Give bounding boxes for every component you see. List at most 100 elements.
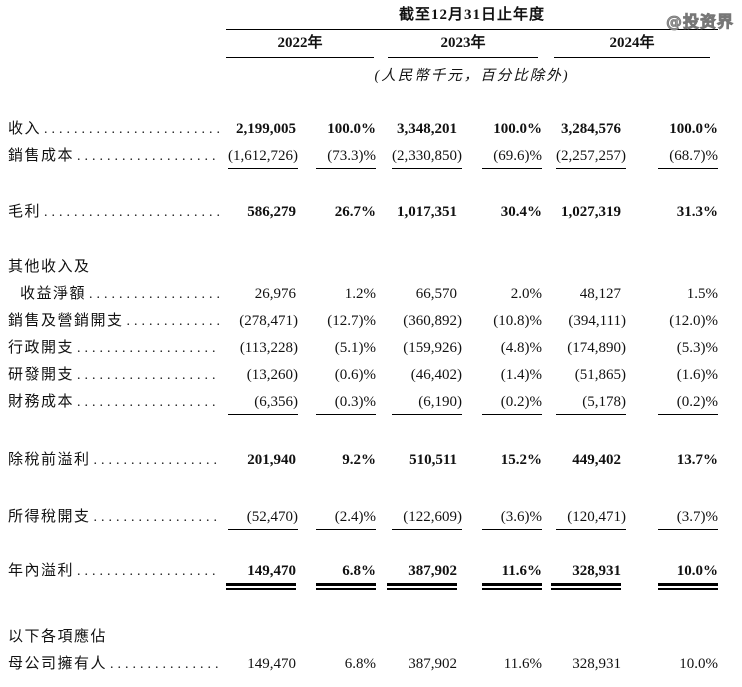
year-2023: 2023年 <box>388 30 538 58</box>
row-label: 銷售成本 <box>8 148 75 164</box>
cell-percent: (5.1)% <box>334 340 376 356</box>
cell-value: 26,976 <box>254 286 296 302</box>
cell-percent: (68.7)% <box>658 147 719 169</box>
cell-value: (278,471) <box>239 313 298 329</box>
cell-value: (1,612,726) <box>228 147 298 169</box>
period-header-row: 截至12月31日止年度 <box>8 6 719 30</box>
row-profit-before-tax: 除稅前溢利 201,940 9.2% 510,511 15.2% 449,402… <box>8 447 718 474</box>
row-label: 收入 <box>8 121 42 137</box>
cell-percent: 11.6% <box>503 656 542 672</box>
dot-leader <box>77 562 220 581</box>
cell-value: (174,890) <box>567 340 626 356</box>
cell-percent: 10.0% <box>658 562 719 590</box>
unit-note: (人民幣千元，百分比除外) <box>374 68 570 84</box>
row-label: 研發開支 <box>8 367 75 383</box>
dot-leader <box>94 508 220 527</box>
watermark: @投资界 <box>665 12 734 32</box>
cell-percent: 2.0% <box>510 286 542 302</box>
row-attributable-label: 以下各項應佔 <box>8 624 718 651</box>
row-other-income-label: 其他收入及 <box>8 254 718 281</box>
cell-value: 201,940 <box>247 452 296 468</box>
row-owners-of-parent: 母公司擁有人 149,470 6.8% 387,902 11.6% 328,93… <box>8 651 718 678</box>
cell-value: (2,330,850) <box>392 147 462 169</box>
year-2024: 2024年 <box>554 30 711 58</box>
cell-value: (51,865) <box>574 367 626 383</box>
income-statement-table: 截至12月31日止年度 2022年 2023年 2024年 (人民幣千元，百分比… <box>8 6 719 678</box>
row-finance-costs: 財務成本 (6,356) (0.3)% (6,190) (0.2)% (5,17… <box>8 389 719 419</box>
cell-percent: (3.7)% <box>658 508 719 530</box>
cell-percent: 6.8% <box>344 656 376 672</box>
cell-value: (159,926) <box>403 340 462 356</box>
cell-percent: 100.0% <box>327 121 376 137</box>
cell-percent: 100.0% <box>493 121 542 137</box>
cell-percent: (0.6)% <box>334 367 376 383</box>
cell-percent: 1.2% <box>344 286 376 302</box>
row-selling-marketing-expenses: 銷售及營銷開支 (278,471) (12.7)% (360,892) (10.… <box>8 308 718 335</box>
cell-percent: (69.6)% <box>482 147 542 169</box>
dot-leader <box>89 285 220 304</box>
dot-leader <box>77 366 220 385</box>
cell-percent: 26.7% <box>334 204 376 220</box>
row-label: 年內溢利 <box>8 563 75 579</box>
cell-percent: (5.3)% <box>676 340 719 356</box>
cell-percent: 100.0% <box>669 121 719 137</box>
dot-leader <box>77 147 220 166</box>
year-header-row: 2022年 2023年 2024年 <box>8 30 718 58</box>
dot-leader <box>77 339 220 358</box>
row-revenue: 收入 2,199,005 100.0% 3,348,201 100.0% 3,2… <box>8 116 718 143</box>
cell-value: 387,902 <box>387 562 457 590</box>
cell-value: 1,027,319 <box>561 204 621 220</box>
row-rd-expenses: 研發開支 (13,260) (0.6)% (46,402) (1.4)% (51… <box>8 362 718 389</box>
dot-leader <box>77 393 220 412</box>
cell-percent: (0.3)% <box>316 393 376 415</box>
cell-value: 66,570 <box>415 286 457 302</box>
cell-percent: 10.0% <box>679 656 719 672</box>
cell-value: (122,609) <box>392 508 462 530</box>
cell-value: 387,902 <box>408 656 457 672</box>
cell-percent: (73.3)% <box>316 147 376 169</box>
row-other-income-net: 收益淨額 26,976 1.2% 66,570 2.0% 48,127 1.5% <box>8 281 718 308</box>
cell-percent: (12.0)% <box>669 313 719 329</box>
cell-value: 48,127 <box>579 286 621 302</box>
row-cost-of-sales: 銷售成本 (1,612,726) (73.3)% (2,330,850) (69… <box>8 143 719 173</box>
dot-leader <box>44 120 220 139</box>
row-label: 毛利 <box>8 204 42 220</box>
row-label: 財務成本 <box>8 394 75 410</box>
cell-percent: (12.7)% <box>327 313 376 329</box>
cell-value: (120,471) <box>556 508 626 530</box>
cell-value: 2,199,005 <box>236 121 296 137</box>
row-label: 其他收入及 <box>8 259 91 275</box>
dot-leader <box>44 203 220 222</box>
cell-percent: 1.5% <box>686 286 719 302</box>
row-income-tax-expense: 所得稅開支 (52,470) (2.4)% (122,609) (3.6)% (… <box>8 504 719 534</box>
cell-value: (6,190) <box>392 393 462 415</box>
cell-percent: 13.7% <box>676 452 719 468</box>
cell-value: 1,017,351 <box>397 204 457 220</box>
cell-percent: (0.2)% <box>482 393 542 415</box>
cell-percent: (3.6)% <box>482 508 542 530</box>
cell-value: 3,284,576 <box>561 121 621 137</box>
cell-percent: (0.2)% <box>658 393 719 415</box>
dot-leader <box>110 655 220 674</box>
year-2022: 2022年 <box>226 30 374 58</box>
row-admin-expenses: 行政開支 (113,228) (5.1)% (159,926) (4.8)% (… <box>8 335 718 362</box>
row-label: 行政開支 <box>8 340 75 356</box>
cell-value: 328,931 <box>572 656 621 672</box>
cell-percent: 30.4% <box>500 204 542 220</box>
cell-value: (360,892) <box>403 313 462 329</box>
cell-value: (5,178) <box>556 393 626 415</box>
cell-value: (2,257,257) <box>556 147 626 169</box>
cell-value: 586,279 <box>247 204 296 220</box>
cell-value: (113,228) <box>239 340 298 356</box>
row-label: 除稅前溢利 <box>8 452 91 468</box>
row-profit-for-year: 年內溢利 149,470 6.8% 387,902 11.6% 328,931 … <box>8 558 719 598</box>
cell-value: 328,931 <box>551 562 621 590</box>
cell-value: 510,511 <box>409 452 457 468</box>
row-label: 銷售及營銷開支 <box>8 313 124 329</box>
cell-percent: 9.2% <box>342 452 376 468</box>
row-label: 以下各項應佔 <box>8 629 108 645</box>
row-gross-profit: 毛利 586,279 26.7% 1,017,351 30.4% 1,027,3… <box>8 199 718 226</box>
dot-leader <box>127 312 220 331</box>
cell-percent: (1.4)% <box>500 367 542 383</box>
cell-percent: (10.8)% <box>493 313 542 329</box>
